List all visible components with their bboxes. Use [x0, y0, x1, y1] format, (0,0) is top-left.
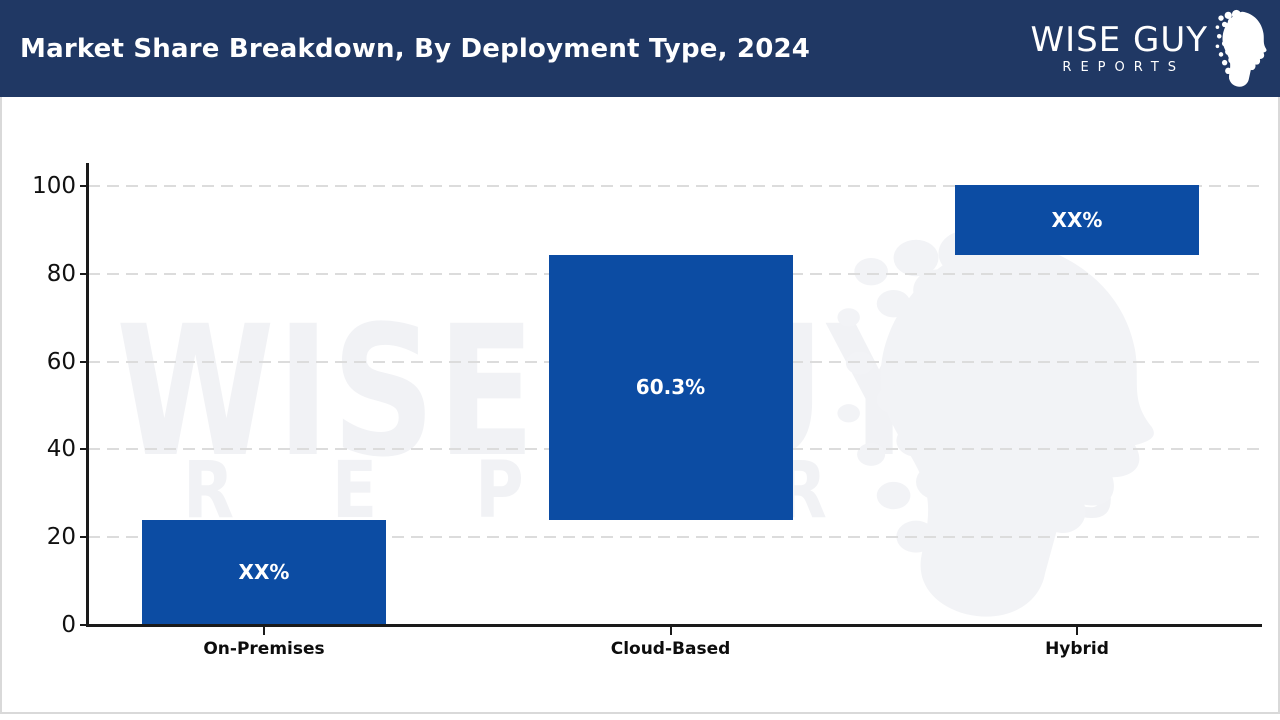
y-axis-tick-80 — [80, 272, 88, 275]
wiseguy-logo: WISE GUY REPORTS — [1030, 6, 1268, 91]
y-axis-tick-0 — [80, 624, 88, 626]
logo-wordmark: WISE GUY — [1030, 19, 1208, 60]
x-axis-tick-3 — [1076, 627, 1078, 635]
page-title: Market Share Breakdown, By Deployment Ty… — [20, 33, 811, 64]
bar-chart: 0 20 40 60 80 100 XX% On-Premises 60.3% Cloud-Bas… — [0, 97, 1280, 720]
bar-on-premises: XX% — [142, 519, 386, 625]
gridline-100 — [88, 185, 1262, 187]
y-axis-label-40: 40 — [46, 436, 76, 463]
x-axis-label-2: Cloud-Based — [610, 639, 731, 659]
gridline-20 — [88, 536, 1262, 539]
y-axis-tick-60 — [80, 360, 88, 363]
wiseguy-head-icon — [1215, 9, 1267, 87]
x-axis-tick-2 — [669, 627, 672, 635]
y-axis-label-80: 80 — [46, 260, 76, 287]
y-axis-label-0: 0 — [61, 612, 76, 638]
y-axis-tick-100 — [80, 185, 88, 187]
y-axis-tick-40 — [80, 448, 88, 451]
bar-value-label: 60.3% — [635, 375, 706, 400]
bar-value-label: XX% — [238, 560, 290, 585]
bar-value-label: XX% — [1051, 208, 1103, 232]
header-banner: Market Share Breakdown, By Deployment Ty… — [0, 0, 1280, 97]
x-axis-tick-1 — [263, 627, 265, 635]
x-axis-label-3: Hybrid — [1045, 639, 1109, 659]
y-axis-label-20: 20 — [46, 524, 76, 551]
bar-hybrid: XX% — [955, 185, 1199, 255]
logo-subtitle: REPORTS — [1062, 59, 1186, 75]
y-axis-label-60: 60 — [46, 348, 76, 375]
y-axis-label-100: 100 — [32, 173, 76, 199]
y-axis-tick-20 — [80, 536, 88, 539]
x-axis-label-1: On-Premises — [203, 639, 325, 659]
bar-cloud-based: 60.3% — [548, 254, 793, 520]
y-axis-line — [86, 163, 89, 627]
x-axis-line — [86, 624, 1262, 627]
watermark-wordmark: WISE GUY — [116, 288, 933, 497]
